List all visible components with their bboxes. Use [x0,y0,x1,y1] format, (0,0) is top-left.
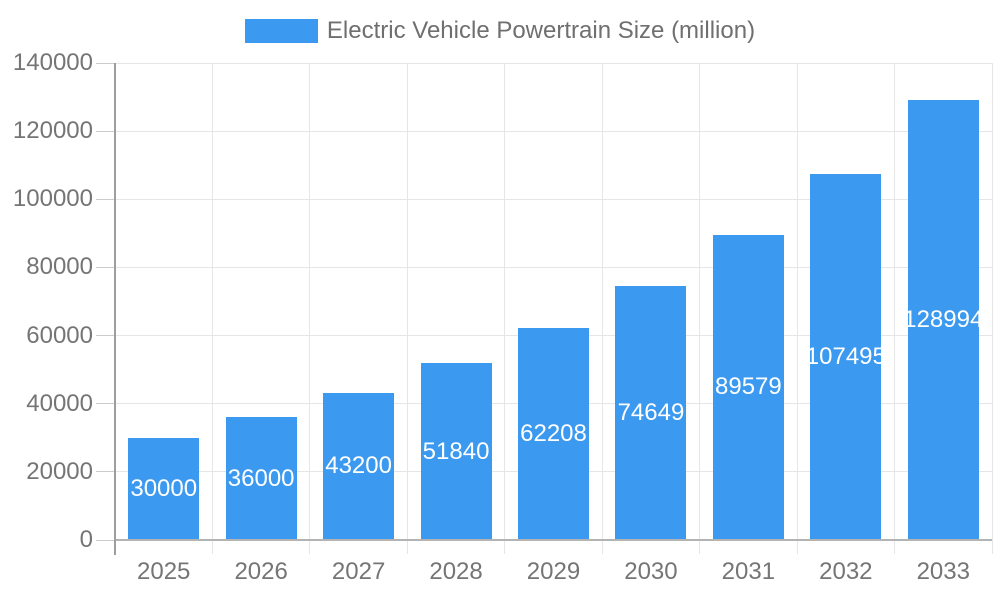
x-tick-label: 2032 [819,558,873,585]
bar[interactable] [615,285,687,540]
bar-value-label: 74649 [617,398,685,426]
gridline-vertical [796,63,798,554]
y-axis-tick [96,62,115,64]
bar[interactable] [420,363,492,540]
gridline-vertical [894,63,896,554]
x-tick-label: 2029 [526,558,581,585]
y-tick-label: 0 [79,526,93,553]
x-tick-label: 2025 [137,558,191,585]
bar[interactable] [907,100,979,540]
x-tick-label: 2026 [234,558,288,585]
bar-value-label: 51840 [422,437,490,465]
bar-value-label: 62208 [520,420,587,448]
bar-value-label: 89579 [715,373,782,401]
gridline-vertical [601,63,603,554]
y-tick-label: 60000 [26,321,93,349]
y-axis-tick [96,335,115,337]
chart-legend: Electric Vehicle Powertrain Size (millio… [0,17,1000,45]
bar-value-label: 43200 [325,452,392,480]
y-axis-tick [96,198,115,200]
y-tick-label: 20000 [26,457,93,485]
bar[interactable] [518,328,589,540]
y-axis-tick [96,266,115,268]
bar-value-label: 107495 [805,342,886,370]
bar-value-label: 30000 [130,474,198,502]
y-tick-label: 80000 [26,253,93,281]
y-tick-label: 40000 [26,389,93,417]
gridline-vertical [699,63,701,554]
y-tick-label: 120000 [12,117,93,145]
bar[interactable] [810,173,882,540]
gridline-horizontal [115,266,992,268]
gridline-vertical [309,63,311,554]
y-tick-label: 100000 [12,185,93,213]
gridline-horizontal [115,198,992,200]
bar[interactable] [128,437,200,540]
x-tick-label: 2033 [916,558,970,585]
x-tick-label: 2031 [721,558,776,585]
gridline-horizontal [115,62,992,64]
gridline-vertical [991,63,993,554]
bar[interactable] [712,234,784,540]
y-axis-tick [96,130,115,132]
gridline-horizontal [115,130,992,132]
gridline-vertical [504,63,506,554]
x-tick-label: 2028 [429,558,483,585]
y-axis-tick [96,539,115,541]
bar[interactable] [323,392,395,540]
y-axis-line [114,63,116,555]
gridline-vertical [406,63,408,554]
bar-value-label: 128994 [903,306,984,334]
legend-swatch [244,19,318,43]
bar-value-label: 36000 [227,464,295,492]
y-axis-tick [96,471,115,473]
legend-label: Electric Vehicle Powertrain Size (millio… [326,17,756,44]
x-tick-label: 2027 [331,558,386,585]
y-tick-label: 140000 [12,49,93,76]
x-axis-baseline [115,539,992,541]
bar[interactable] [225,417,297,540]
x-tick-label: 2030 [624,558,678,585]
y-axis-tick [96,403,115,405]
gridline-vertical [211,63,213,554]
